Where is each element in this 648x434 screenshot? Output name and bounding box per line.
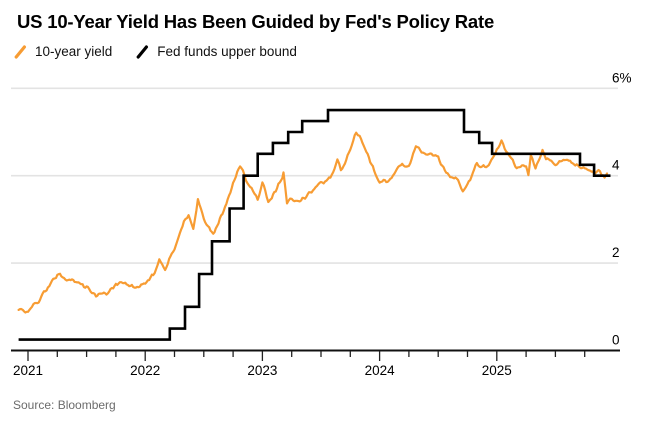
fed-funds-line xyxy=(18,108,611,341)
legend-item-ten-year-yield: 10-year yield xyxy=(14,44,112,59)
legend-label-ten-year-yield: 10-year yield xyxy=(35,44,113,59)
source-label: Source: Bloomberg xyxy=(13,398,116,412)
y-axis-label: 4 xyxy=(612,158,620,173)
chart-legend: 10-year yield Fed funds upper bound xyxy=(14,44,297,59)
legend-label-fed-funds: Fed funds upper bound xyxy=(157,44,297,59)
x-axis-label: 2022 xyxy=(130,363,160,378)
legend-item-fed-funds: Fed funds upper bound xyxy=(136,44,297,59)
x-axis-label: 2021 xyxy=(13,363,43,378)
x-axis-label: 2024 xyxy=(365,363,396,378)
y-axis-label: 2 xyxy=(612,245,620,260)
ten-year-yield-line-swatch-icon xyxy=(14,44,26,59)
ten-year-yield-line xyxy=(17,131,609,314)
fed-funds-line-swatch-icon xyxy=(136,44,149,59)
x-axis-label: 2025 xyxy=(482,363,512,378)
y-axis-label: 0 xyxy=(612,333,620,348)
x-axis-label: 2023 xyxy=(247,363,277,378)
chart-title: US 10-Year Yield Has Been Guided by Fed'… xyxy=(17,11,495,32)
y-axis-label: 6% xyxy=(612,70,632,85)
